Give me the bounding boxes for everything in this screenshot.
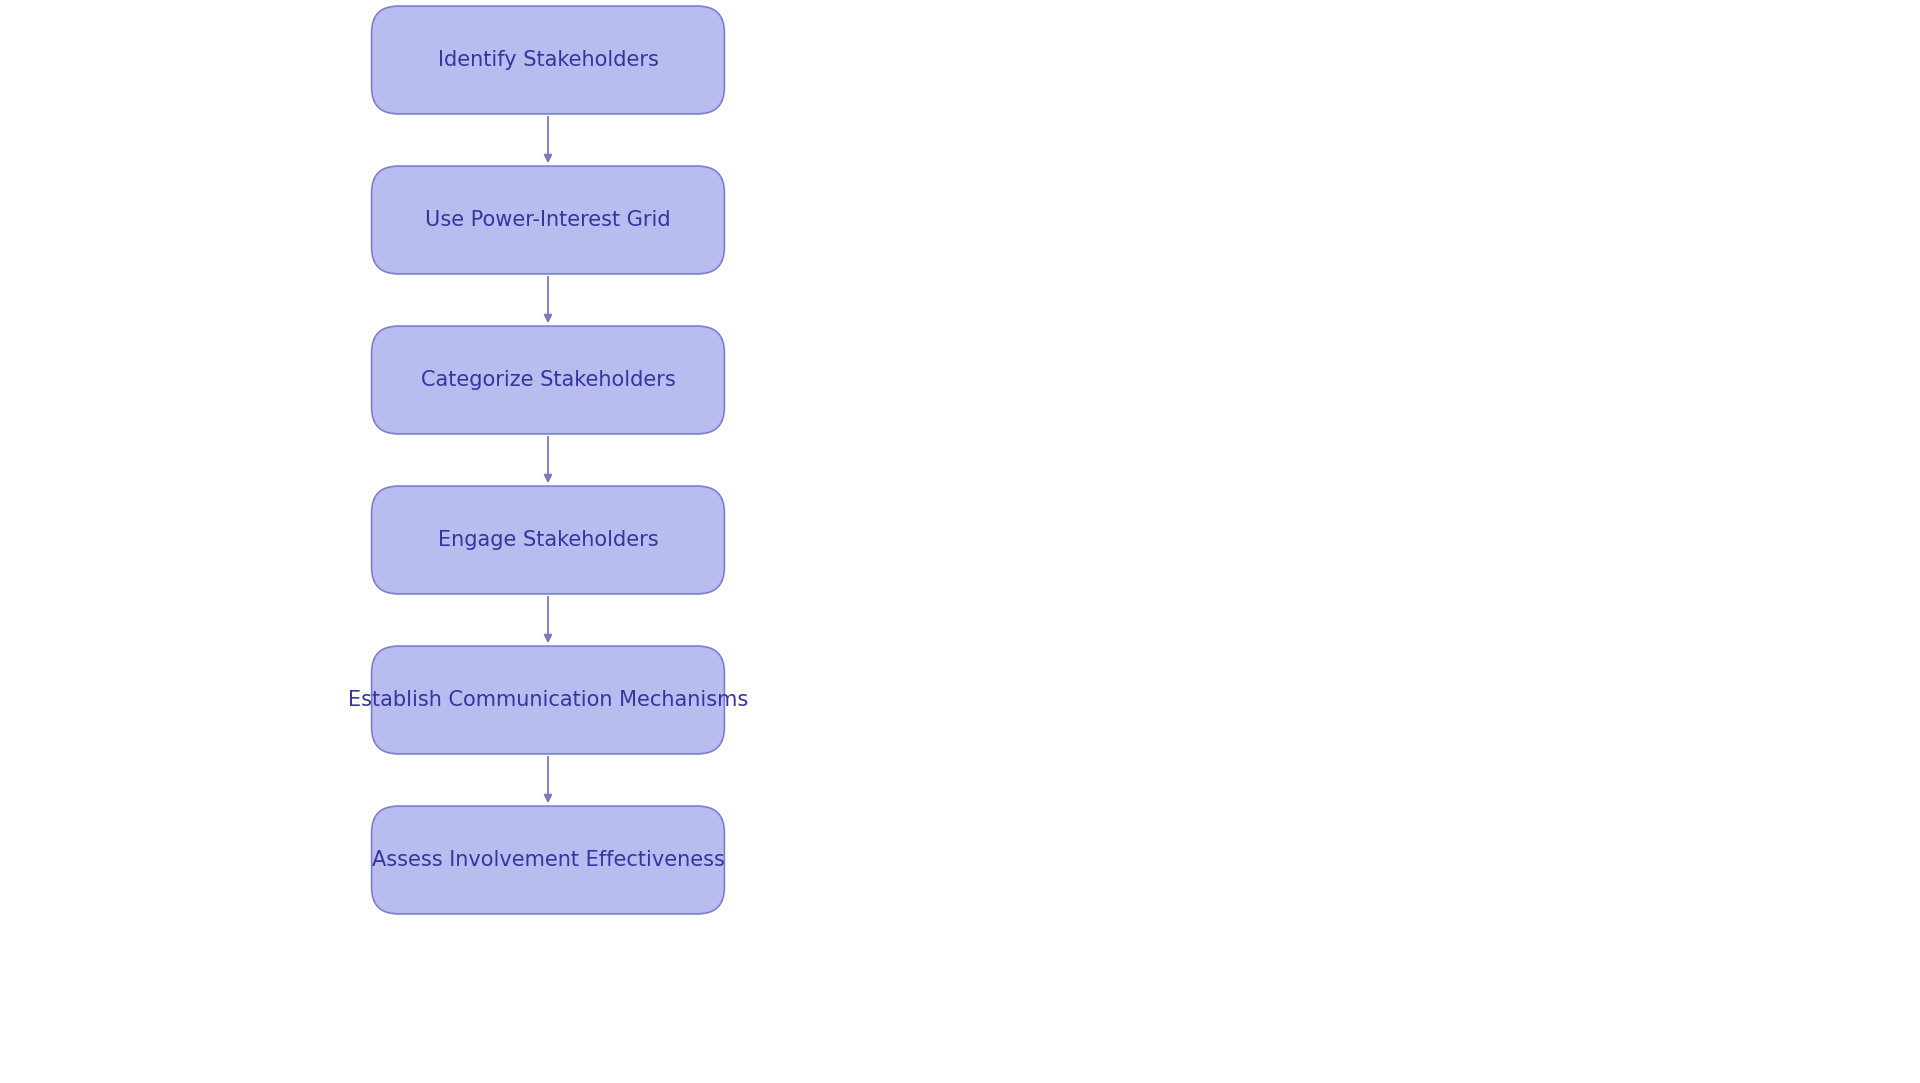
FancyBboxPatch shape	[372, 486, 724, 593]
Text: Identify Stakeholders: Identify Stakeholders	[438, 50, 659, 70]
FancyBboxPatch shape	[372, 806, 724, 914]
Text: Establish Communication Mechanisms: Establish Communication Mechanisms	[348, 690, 749, 710]
FancyBboxPatch shape	[372, 647, 724, 754]
Text: Categorize Stakeholders: Categorize Stakeholders	[420, 370, 676, 390]
Text: Use Power-Interest Grid: Use Power-Interest Grid	[424, 210, 670, 230]
Text: Assess Involvement Effectiveness: Assess Involvement Effectiveness	[372, 850, 724, 870]
FancyBboxPatch shape	[372, 326, 724, 434]
FancyBboxPatch shape	[372, 6, 724, 114]
FancyBboxPatch shape	[372, 166, 724, 274]
Text: Engage Stakeholders: Engage Stakeholders	[438, 530, 659, 550]
